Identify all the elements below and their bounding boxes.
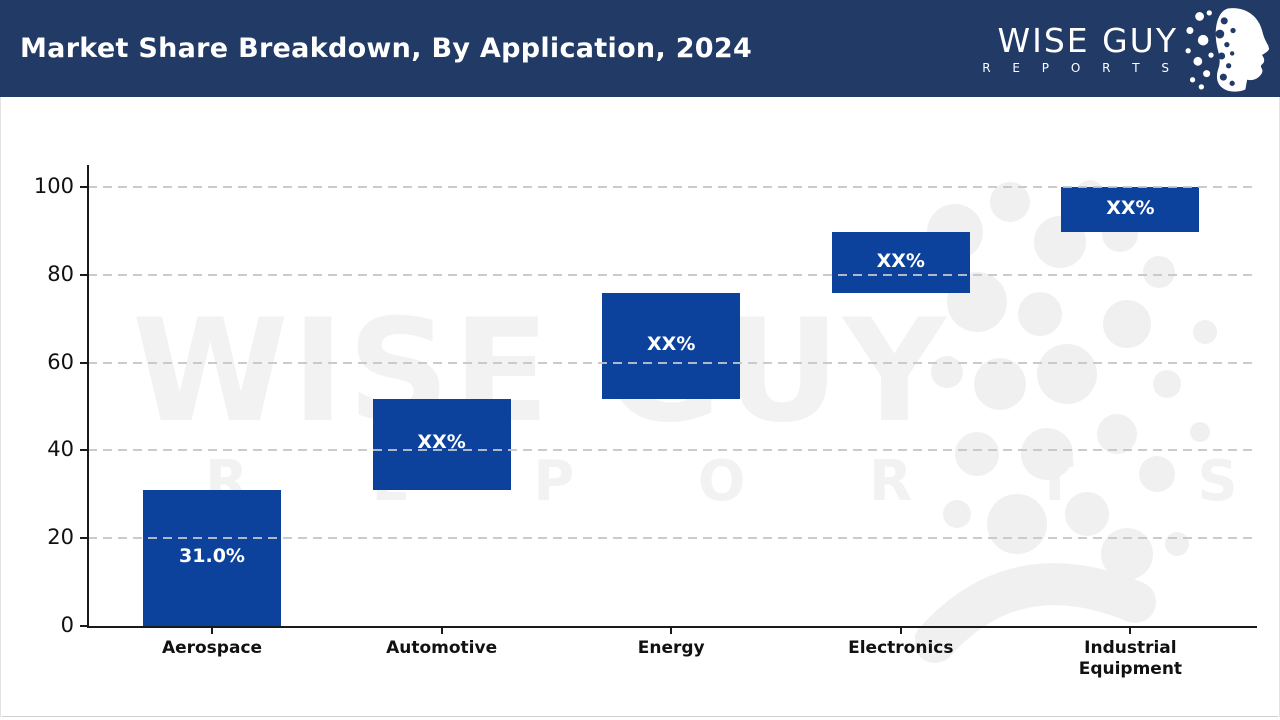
chart-title: Market Share Breakdown, By Application, … bbox=[20, 33, 753, 64]
x-tick-energy bbox=[670, 626, 673, 634]
x-label-industrial-equipment: Industrial Equipment bbox=[1078, 638, 1183, 679]
y-tick-label-100: 100 bbox=[33, 174, 74, 198]
bar-label-electronics: XX% bbox=[876, 249, 925, 272]
y-tick-label-0: 0 bbox=[60, 613, 74, 637]
bar-label-automotive: XX% bbox=[417, 431, 466, 454]
page-border-bottom bbox=[2, 716, 1278, 717]
bar-automotive bbox=[372, 399, 511, 490]
logo-wordmark-sub: R E P O R T S bbox=[982, 61, 1178, 75]
y-axis-line bbox=[87, 165, 89, 628]
bar-electronics bbox=[831, 232, 970, 294]
x-label-energy: Energy bbox=[637, 638, 705, 658]
gridline-40 bbox=[88, 449, 1257, 452]
x-tick-aerospace bbox=[211, 626, 213, 634]
bar-energy bbox=[602, 293, 741, 400]
gridline-100 bbox=[88, 186, 1257, 188]
x-axis-line bbox=[87, 626, 1257, 628]
brand-logo: WISE GUY R E P O R T S bbox=[982, 4, 1272, 94]
logo-wordmark-main: WISE GUY bbox=[997, 21, 1178, 60]
bar-aerospace bbox=[143, 489, 281, 626]
logo-wordmark: WISE GUY R E P O R T S bbox=[982, 21, 1178, 76]
chart-canvas: WISE GUY R E P O R T S 0 20 40 60 80 100 31.0%… bbox=[0, 97, 1280, 720]
y-tick-label-40: 40 bbox=[47, 437, 74, 462]
y-tick-60 bbox=[80, 361, 87, 364]
gridline-80 bbox=[88, 273, 1257, 276]
bar-label-industrial-equipment: XX% bbox=[1106, 196, 1155, 219]
y-tick-label-20: 20 bbox=[47, 525, 74, 550]
x-tick-industrial-equipment bbox=[1129, 626, 1132, 634]
y-tick-label-60: 60 bbox=[47, 349, 74, 374]
x-tick-automotive bbox=[440, 626, 443, 634]
bar-industrial-equipment bbox=[1061, 187, 1200, 233]
header: Market Share Breakdown, By Application, … bbox=[0, 0, 1280, 97]
x-label-automotive: Automotive bbox=[386, 638, 498, 658]
bar-label-energy: XX% bbox=[647, 333, 696, 356]
y-tick-100 bbox=[80, 186, 87, 188]
logo-face-icon bbox=[1185, 8, 1270, 92]
gridline-20 bbox=[88, 537, 1257, 540]
y-tick-40 bbox=[80, 449, 87, 452]
x-tick-electronics bbox=[899, 626, 902, 634]
y-tick-80 bbox=[80, 273, 87, 276]
x-label-aerospace: Aerospace bbox=[161, 638, 263, 658]
y-tick-20 bbox=[80, 537, 87, 540]
watermark-text-main: WISE GUY bbox=[132, 289, 949, 454]
gridline-60 bbox=[88, 361, 1257, 364]
y-tick-label-80: 80 bbox=[47, 261, 74, 286]
bar-label-aerospace: 31.0% bbox=[179, 544, 245, 567]
x-label-electronics: Electronics bbox=[848, 638, 954, 658]
page-border-left bbox=[0, 97, 1, 717]
y-tick-0 bbox=[80, 625, 87, 627]
